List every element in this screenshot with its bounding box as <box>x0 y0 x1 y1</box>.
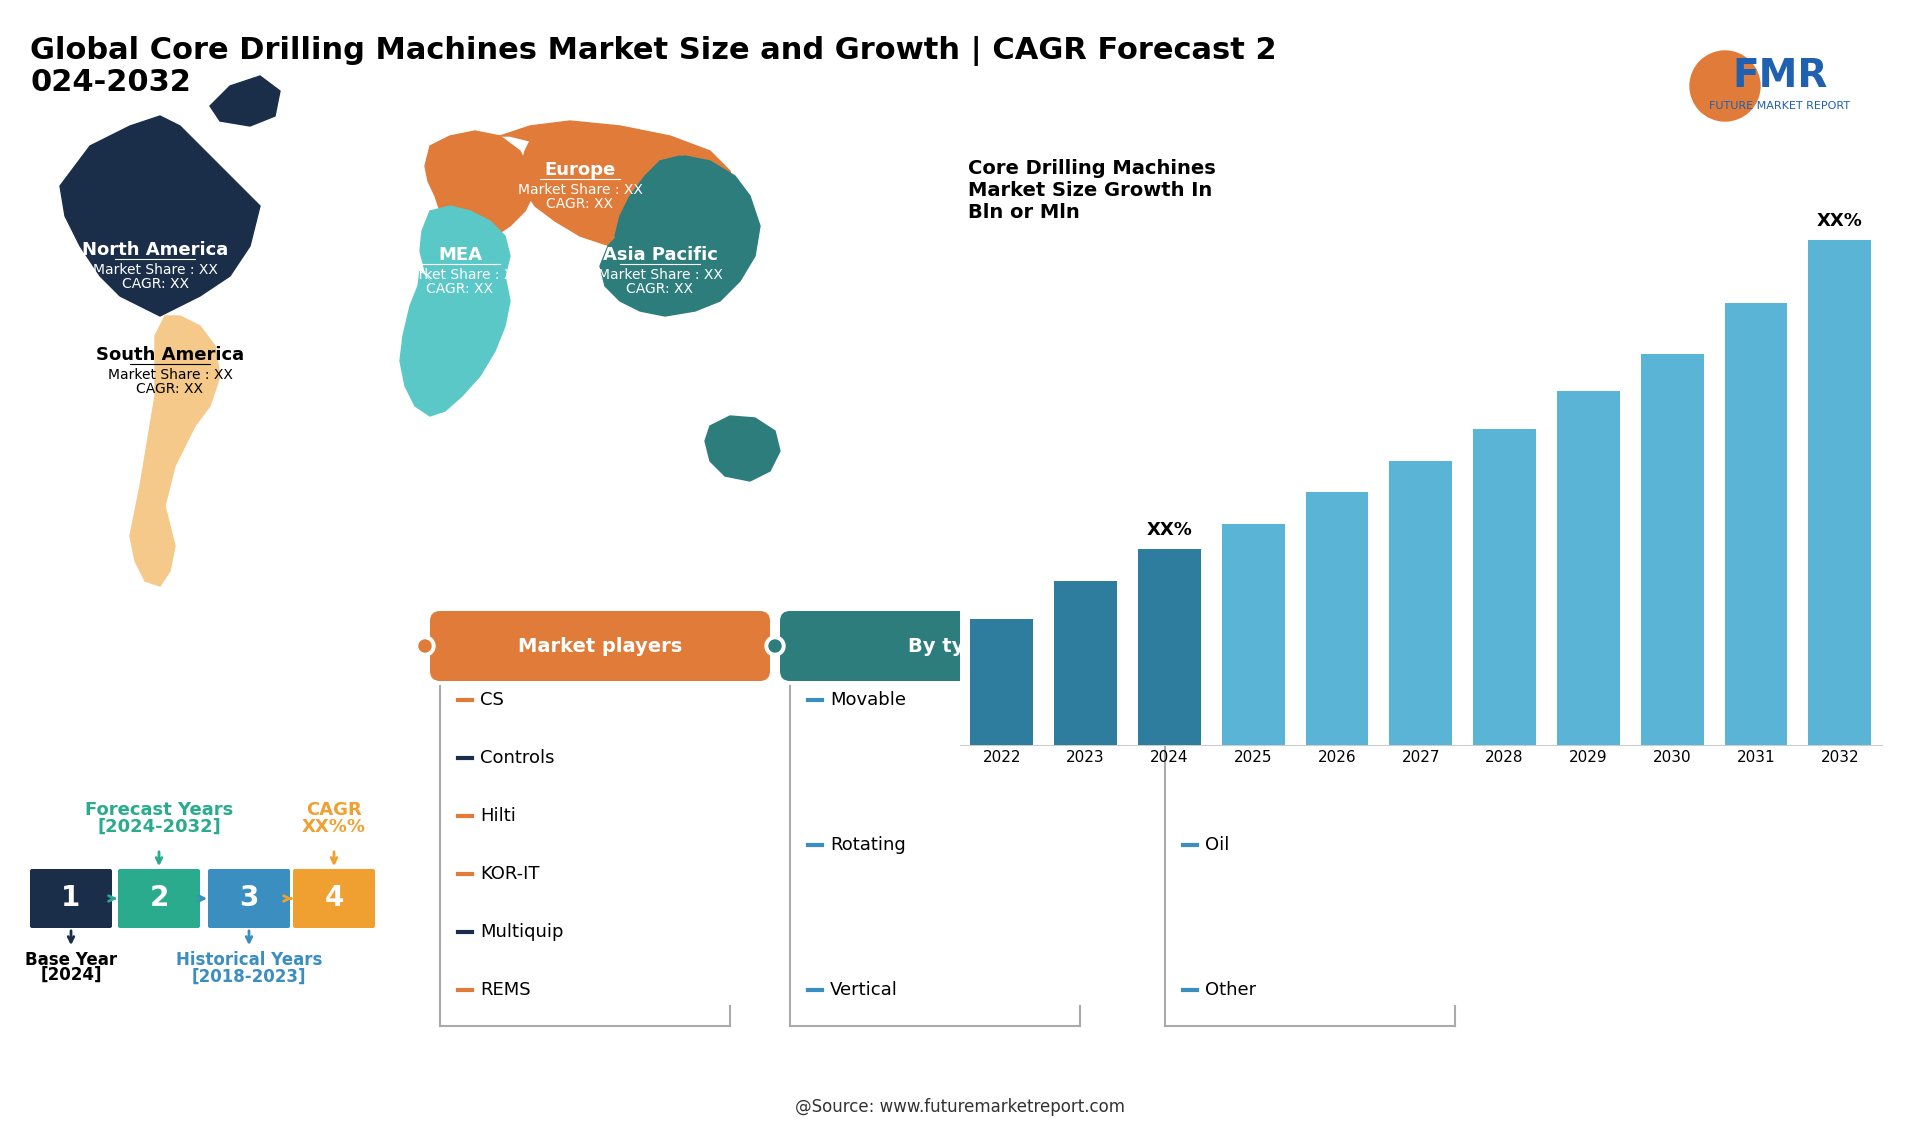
Text: 4: 4 <box>324 885 344 912</box>
Text: By type: By type <box>908 636 993 656</box>
Polygon shape <box>131 316 221 586</box>
FancyBboxPatch shape <box>780 611 1119 681</box>
Text: Hilti: Hilti <box>480 807 516 825</box>
Bar <box>970 619 1033 745</box>
Text: South America: South America <box>96 346 244 364</box>
Text: CAGR: XX: CAGR: XX <box>626 282 693 296</box>
Polygon shape <box>424 131 536 241</box>
Text: Multiquip: Multiquip <box>480 923 563 941</box>
Circle shape <box>1144 639 1156 652</box>
Bar <box>1390 461 1452 745</box>
Text: CAGR: CAGR <box>305 801 361 819</box>
Bar <box>1473 430 1536 745</box>
Bar <box>1809 240 1872 745</box>
Text: Market Share : XX: Market Share : XX <box>518 183 643 197</box>
Text: Market Share : XX: Market Share : XX <box>397 268 522 282</box>
Bar <box>1306 493 1369 745</box>
Text: CS: CS <box>480 691 503 709</box>
Polygon shape <box>399 270 511 416</box>
Polygon shape <box>60 116 259 316</box>
FancyBboxPatch shape <box>1156 611 1496 681</box>
FancyBboxPatch shape <box>31 869 111 928</box>
Polygon shape <box>705 416 780 481</box>
FancyBboxPatch shape <box>294 869 374 928</box>
Text: Europe: Europe <box>545 160 616 179</box>
Circle shape <box>415 636 436 656</box>
FancyBboxPatch shape <box>117 869 200 928</box>
Text: Base Year: Base Year <box>25 951 117 970</box>
Text: REMS: REMS <box>480 981 530 999</box>
Polygon shape <box>420 206 511 298</box>
Text: KOR-IT: KOR-IT <box>480 865 540 884</box>
Circle shape <box>419 639 430 652</box>
Polygon shape <box>614 156 735 251</box>
Text: Rotating: Rotating <box>829 835 906 854</box>
Bar <box>1139 549 1200 745</box>
Text: 3: 3 <box>240 885 259 912</box>
Polygon shape <box>599 156 760 316</box>
Text: @Source: www.futuremarketreport.com: @Source: www.futuremarketreport.com <box>795 1098 1125 1116</box>
Bar <box>1724 303 1788 745</box>
Circle shape <box>1690 52 1761 121</box>
Text: 2: 2 <box>150 885 169 912</box>
Text: Market Share : XX: Market Share : XX <box>92 262 217 277</box>
Text: Forecast Years: Forecast Years <box>84 801 232 819</box>
Text: Asia Pacific: Asia Pacific <box>603 246 718 264</box>
Text: CAGR: XX: CAGR: XX <box>136 382 204 397</box>
FancyBboxPatch shape <box>430 611 770 681</box>
Text: Market Share : XX: Market Share : XX <box>597 268 722 282</box>
Text: Controls: Controls <box>480 749 555 767</box>
Text: Other: Other <box>1206 981 1256 999</box>
Text: Historical Years: Historical Years <box>177 951 323 970</box>
FancyBboxPatch shape <box>207 869 290 928</box>
Bar <box>1054 581 1117 745</box>
Text: CAGR: XX: CAGR: XX <box>547 197 614 211</box>
Text: Movable: Movable <box>829 691 906 709</box>
Polygon shape <box>209 76 280 126</box>
Text: [2018-2023]: [2018-2023] <box>192 968 307 986</box>
Circle shape <box>764 636 785 656</box>
Text: Market Share : XX: Market Share : XX <box>108 368 232 382</box>
Text: FMR: FMR <box>1732 57 1828 95</box>
Text: 1: 1 <box>61 885 81 912</box>
Polygon shape <box>499 121 735 251</box>
Text: FUTURE MARKET REPORT: FUTURE MARKET REPORT <box>1709 101 1851 111</box>
Circle shape <box>770 639 781 652</box>
Text: MEA: MEA <box>438 246 482 264</box>
Text: Oil: Oil <box>1206 835 1229 854</box>
Text: XX%: XX% <box>1146 521 1192 539</box>
Bar <box>1221 524 1284 745</box>
Text: 024-2032: 024-2032 <box>31 68 190 97</box>
Circle shape <box>1140 636 1160 656</box>
Text: [2024]: [2024] <box>40 966 102 984</box>
Text: Global Core Drilling Machines Market Size and Growth | CAGR Forecast 2: Global Core Drilling Machines Market Siz… <box>31 36 1277 66</box>
Bar <box>1557 392 1620 745</box>
Text: Vertical: Vertical <box>829 981 899 999</box>
Text: Core Drilling Machines
Market Size Growth In
Bln or Mln: Core Drilling Machines Market Size Growt… <box>968 159 1215 222</box>
Text: XX%%: XX%% <box>301 818 367 835</box>
Text: By application: By application <box>1246 636 1404 656</box>
Bar <box>1642 353 1703 745</box>
Text: XX%: XX% <box>1816 212 1862 230</box>
Text: [2024-2032]: [2024-2032] <box>98 818 221 835</box>
Text: Market players: Market players <box>518 636 682 656</box>
Text: North America: North America <box>83 241 228 259</box>
Text: CAGR: XX: CAGR: XX <box>121 277 188 291</box>
Text: CAGR: XX: CAGR: XX <box>426 282 493 296</box>
Text: Geological: Geological <box>1206 691 1300 709</box>
